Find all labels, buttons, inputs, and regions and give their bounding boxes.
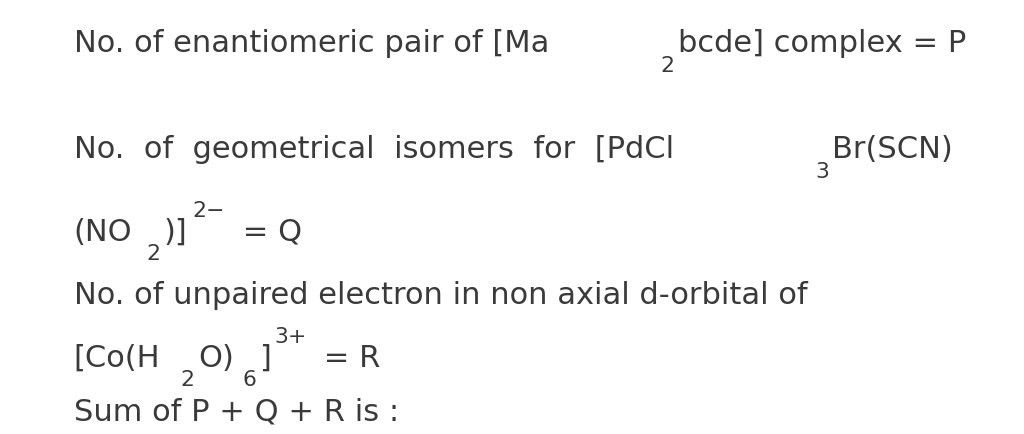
Text: 6: 6 [242, 370, 256, 390]
Text: No. of unpaired electron in non axial d-orbital of: No. of unpaired electron in non axial d-… [74, 281, 807, 310]
Text: Br(SCN): Br(SCN) [833, 135, 953, 164]
Text: = R: = R [314, 344, 380, 373]
Text: Sum of P + Q + R is :: Sum of P + Q + R is : [74, 398, 398, 427]
Text: (NO: (NO [74, 218, 132, 247]
Text: 2: 2 [146, 244, 160, 264]
Text: 3: 3 [815, 162, 828, 182]
Text: )]: )] [163, 218, 187, 247]
Text: O): O) [198, 344, 233, 373]
Text: 2: 2 [660, 56, 675, 76]
Text: 3+: 3+ [274, 327, 306, 347]
Text: No.  of  geometrical  isomers  for  [PdCl: No. of geometrical isomers for [PdCl [74, 135, 674, 164]
Text: No. of enantiomeric pair of [Ma: No. of enantiomeric pair of [Ma [74, 29, 549, 58]
Text: ]: ] [259, 344, 271, 373]
Text: bcde] complex = P: bcde] complex = P [678, 29, 967, 58]
Text: 2: 2 [180, 370, 195, 390]
Text: = Q: = Q [232, 218, 302, 247]
Text: [Co(H: [Co(H [74, 344, 160, 373]
Text: 2−: 2− [193, 201, 225, 221]
